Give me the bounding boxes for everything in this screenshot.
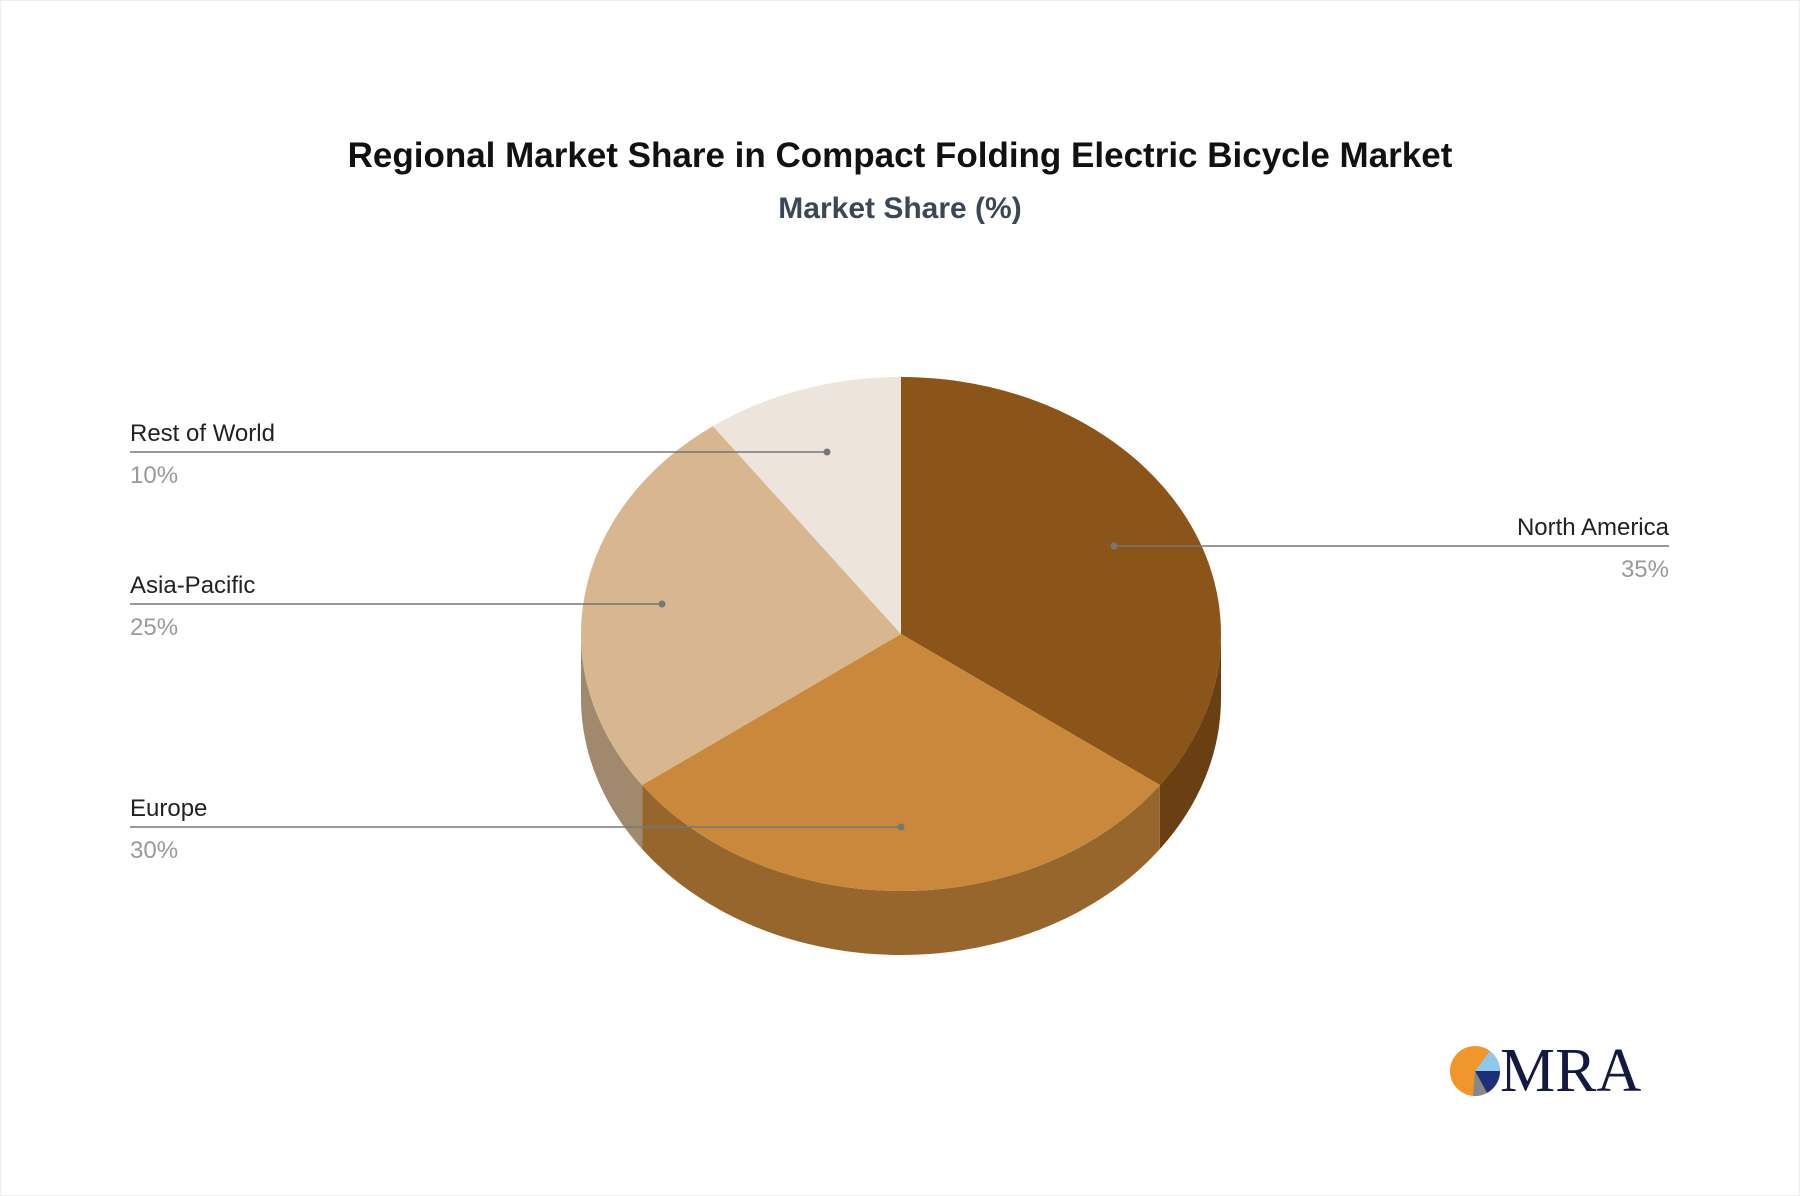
label-asia-pacific: Asia-Pacific <box>130 572 255 599</box>
label-rest-of-world: Rest of World <box>130 420 275 447</box>
pie-slice-rest-of-world[interactable] <box>712 377 901 634</box>
callout-dot-north-america <box>1110 542 1118 550</box>
callout-dot-europe <box>897 823 905 831</box>
callout-dot-rest-of-world <box>823 448 831 456</box>
chart-title: Regional Market Share in Compact Folding… <box>347 136 1453 175</box>
value-north-america: 35% <box>1621 556 1669 583</box>
chart-subtitle: Market Share (%) <box>778 192 1022 225</box>
value-europe: 30% <box>130 837 178 864</box>
label-europe: Europe <box>130 795 207 822</box>
pie-side-asia-pacific <box>581 634 643 850</box>
value-asia-pacific: 25% <box>130 614 178 641</box>
pie-slice-asia-pacific[interactable] <box>581 426 901 786</box>
pie-side-north-america <box>1159 634 1221 850</box>
pie-side-europe <box>642 785 1160 956</box>
label-north-america: North America <box>1517 514 1670 541</box>
value-rest-of-world: 10% <box>130 462 178 489</box>
callout-dot-asia-pacific <box>658 600 666 608</box>
pie-slice-north-america[interactable] <box>901 377 1221 786</box>
